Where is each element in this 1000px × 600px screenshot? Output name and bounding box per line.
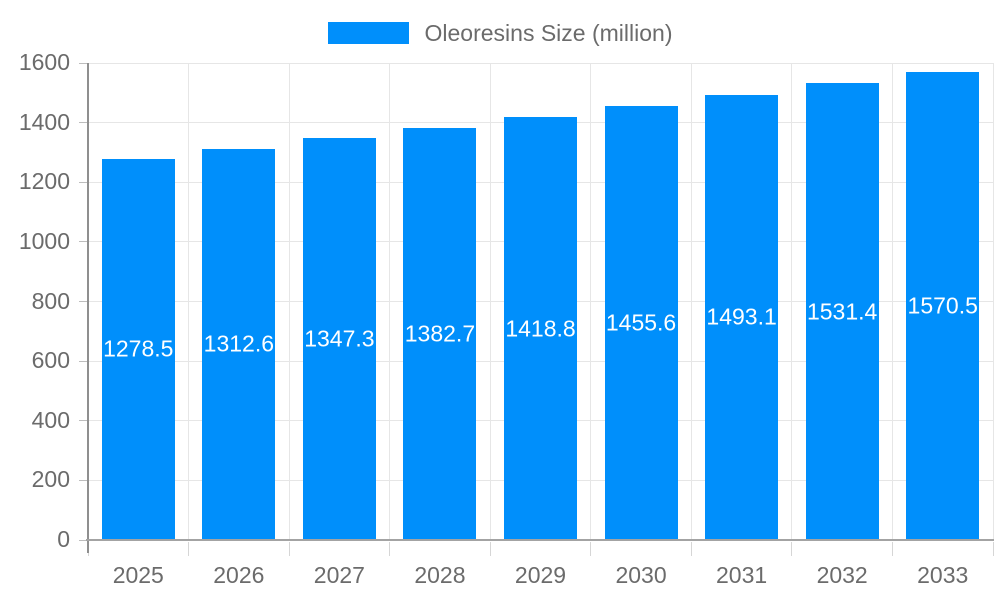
x-gridline <box>992 63 994 540</box>
x-axis-tick <box>992 542 994 556</box>
bar[interactable] <box>202 148 276 540</box>
x-axis-line <box>86 539 994 541</box>
y-axis-label: 0 <box>57 526 70 552</box>
y-axis-label: 600 <box>31 347 70 374</box>
y-axis-label: 400 <box>31 406 70 433</box>
x-axis-tick <box>489 542 491 556</box>
legend-item[interactable]: Oleoresins Size (million) <box>0 20 1000 46</box>
x-axis-label: 2029 <box>514 562 567 588</box>
bar[interactable] <box>805 83 879 540</box>
x-axis-label: 2027 <box>313 562 365 588</box>
x-axis-label: 2026 <box>213 562 265 588</box>
x-axis-tick <box>288 542 290 556</box>
y-axis-tick <box>79 360 88 362</box>
x-axis-tick <box>389 542 391 556</box>
bar[interactable] <box>604 106 678 540</box>
x-axis-tick <box>690 542 692 556</box>
y-axis-tick <box>79 420 88 422</box>
y-axis-label: 1000 <box>18 227 70 254</box>
y-axis-tick <box>79 62 88 64</box>
x-axis-label: 2031 <box>716 562 768 588</box>
bar[interactable] <box>101 158 175 540</box>
y-axis-label: 200 <box>31 466 70 493</box>
legend-swatch-icon <box>327 22 409 44</box>
y-axis-label: 800 <box>31 287 70 314</box>
y-axis-line <box>87 63 89 553</box>
x-axis-tick <box>590 542 592 556</box>
y-axis-tick <box>79 301 88 302</box>
x-axis-label: 2030 <box>615 562 667 588</box>
y-axis-tick <box>79 479 88 481</box>
y-axis-tick <box>79 241 88 243</box>
y-axis-label: 1600 <box>18 49 70 75</box>
x-axis-label: 2032 <box>816 562 868 588</box>
y-axis-tick <box>79 181 88 183</box>
x-axis-label: 2033 <box>917 562 969 588</box>
x-gridline <box>891 63 893 540</box>
bar[interactable] <box>504 117 577 540</box>
y-axis-label: 1200 <box>18 168 70 195</box>
x-gridline <box>288 63 290 540</box>
x-axis-label: 2028 <box>414 562 466 588</box>
legend-label: Oleoresins Size (million) <box>424 19 673 46</box>
x-gridline <box>188 63 190 540</box>
x-gridline <box>389 63 391 540</box>
x-axis-label: 2025 <box>112 562 164 588</box>
y-gridline <box>88 62 993 64</box>
bar[interactable] <box>705 94 779 540</box>
y-axis-tick <box>79 539 88 541</box>
bar[interactable] <box>302 138 376 540</box>
x-axis-tick <box>188 542 190 556</box>
y-axis-label: 1400 <box>18 108 70 135</box>
x-gridline <box>590 63 592 540</box>
x-axis-tick <box>791 542 793 556</box>
x-gridline <box>489 63 491 540</box>
x-axis-tick <box>891 542 893 556</box>
y-axis-tick <box>79 122 88 124</box>
x-gridline <box>690 63 692 540</box>
bar[interactable] <box>906 71 980 540</box>
x-gridline <box>791 63 793 540</box>
bar[interactable] <box>403 127 477 540</box>
